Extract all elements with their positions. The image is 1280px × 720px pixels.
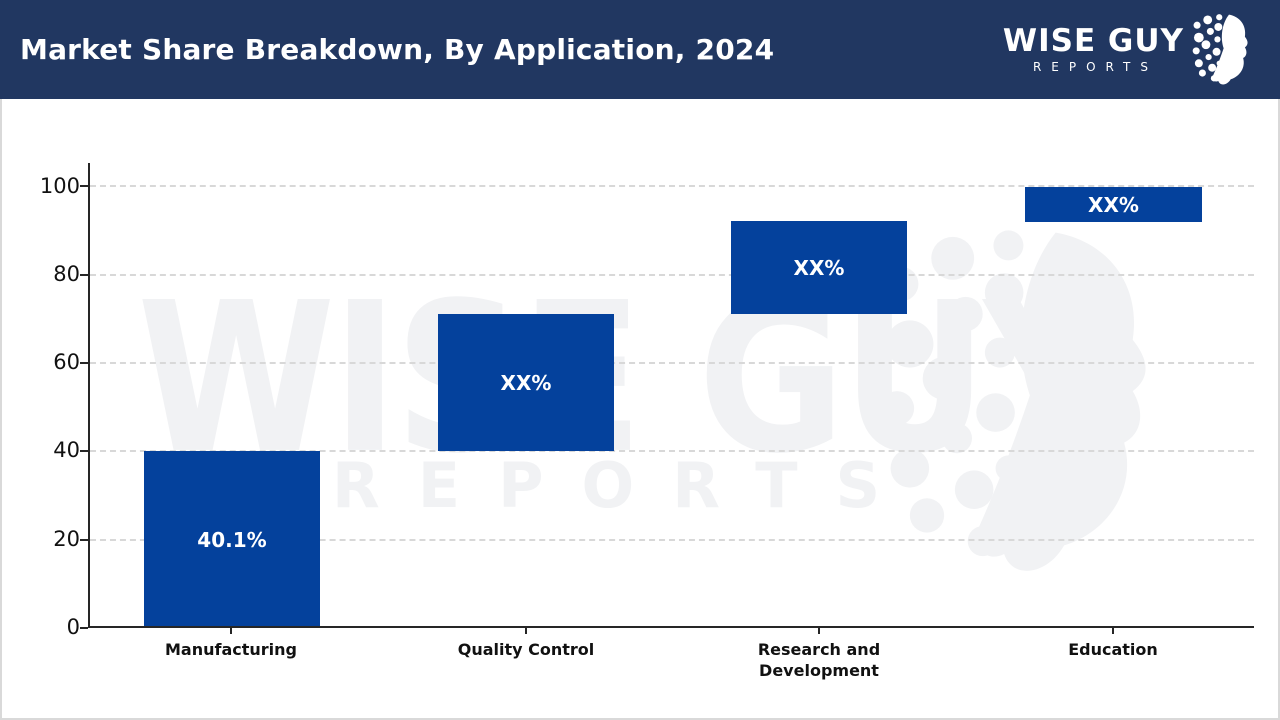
x-label-line2: Development xyxy=(759,661,879,680)
y-tick-label-100: 100 xyxy=(39,174,80,198)
gridline-40 xyxy=(90,450,1254,452)
watermark-subtext: REPORTS xyxy=(332,449,919,522)
x-label-education: Education xyxy=(1068,640,1158,659)
x-label-quality-control: Quality Control xyxy=(457,640,595,659)
x-label-line1: Research and xyxy=(757,640,881,659)
logo-subtext: REPORTS xyxy=(1032,60,1158,74)
y-tick-label-40: 40 xyxy=(53,438,80,462)
y-tick-80 xyxy=(80,274,88,276)
bar-manufacturing: 40.1% xyxy=(144,451,320,628)
x-label-research-development: Research and Development xyxy=(699,639,939,681)
x-axis-line xyxy=(88,626,1254,628)
gridline-100 xyxy=(90,185,1254,187)
bar-value-label: 40.1% xyxy=(197,527,267,552)
bar-education: XX% xyxy=(1025,187,1202,222)
y-tick-60 xyxy=(80,362,88,364)
chart-area: WISE GUY REPORTS 100 80 60 40 xyxy=(0,99,1280,720)
logo-text: WISE GUY REPORTS xyxy=(1002,23,1184,74)
page-title: Market Share Breakdown, By Application, … xyxy=(20,33,775,66)
bar-quality-control: XX% xyxy=(438,314,614,451)
wise-guy-logo: WISE GUY REPORTS xyxy=(1003,11,1252,89)
logo-wordmark: WISE GUY xyxy=(1002,23,1184,59)
y-tick-40 xyxy=(80,450,88,452)
x-tick-education xyxy=(1112,628,1114,634)
y-axis-line xyxy=(88,163,90,628)
y-tick-label-80: 80 xyxy=(53,262,80,286)
header-bar: Market Share Breakdown, By Application, … xyxy=(0,0,1280,99)
x-label-manufacturing: Manufacturing xyxy=(165,640,297,659)
gridline-80 xyxy=(90,274,1254,276)
x-tick-quality-control xyxy=(525,628,527,634)
y-tick-label-0: 0 xyxy=(66,615,80,639)
bar-value-label: XX% xyxy=(793,255,845,280)
bar-value-label: XX% xyxy=(1088,192,1139,217)
gridline-20 xyxy=(90,539,1254,541)
watermark-head-icon xyxy=(879,230,1146,571)
y-tick-20 xyxy=(80,539,88,541)
logo-head-icon xyxy=(1192,13,1248,84)
bar-value-label: XX% xyxy=(500,370,552,395)
bar-research-development: XX% xyxy=(731,221,907,314)
y-tick-0 xyxy=(80,627,88,629)
y-tick-100 xyxy=(80,185,88,187)
y-tick-label-60: 60 xyxy=(53,350,80,374)
x-tick-research-development xyxy=(818,628,820,634)
gridline-60 xyxy=(90,362,1254,364)
y-tick-label-20: 20 xyxy=(53,527,80,551)
x-tick-manufacturing xyxy=(230,628,232,634)
